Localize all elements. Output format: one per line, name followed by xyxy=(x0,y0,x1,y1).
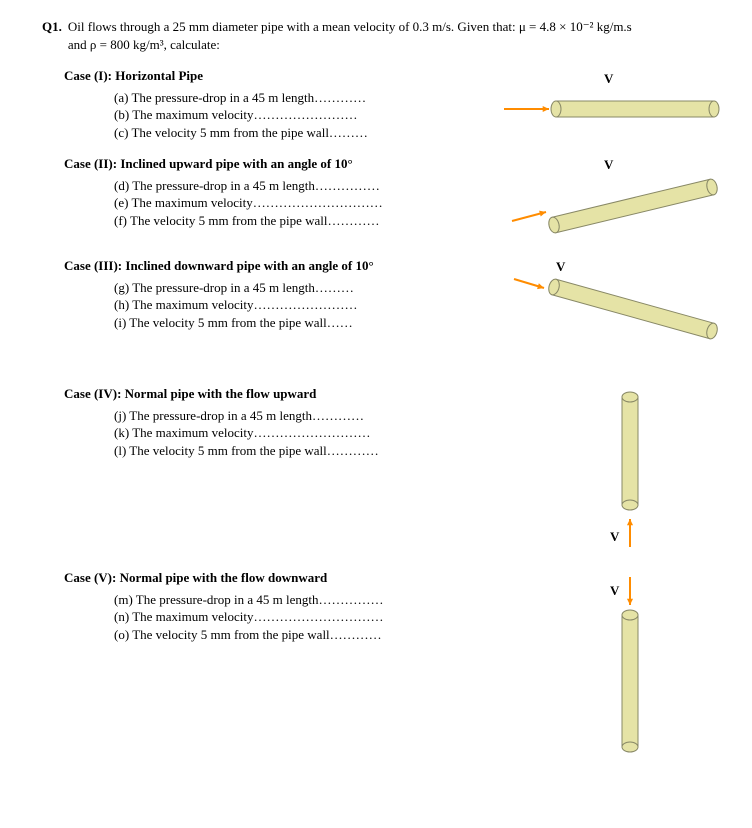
pipe-incline-down-icon: V xyxy=(494,257,724,353)
question-line1: Oil flows through a 25 mm diameter pipe … xyxy=(68,18,724,36)
question-body: Oil flows through a 25 mm diameter pipe … xyxy=(68,18,724,53)
item-l: (l) The velocity 5 mm from the pipe wall… xyxy=(114,442,494,460)
case-2-text: Case (II): Inclined upward pipe with an … xyxy=(42,155,494,229)
svg-text:V: V xyxy=(604,157,614,172)
item-a: (a) The pressure-drop in a 45 m length……… xyxy=(114,89,494,107)
pipe-incline-up-icon: V xyxy=(494,155,724,243)
case-4: Case (IV): Normal pipe with the flow upw… xyxy=(42,385,724,555)
item-e: (e) The maximum velocity………………………… xyxy=(114,194,494,212)
case-3-title: Case (III): Inclined downward pipe with … xyxy=(64,257,494,275)
pipe-vertical-up-icon: V xyxy=(494,385,724,555)
case-3: Case (III): Inclined downward pipe with … xyxy=(42,257,724,353)
case-4-text: Case (IV): Normal pipe with the flow upw… xyxy=(42,385,494,459)
case-2-title: Case (II): Inclined upward pipe with an … xyxy=(64,155,494,173)
case-5-lead: Case (V): xyxy=(64,570,120,585)
case-2: Case (II): Inclined upward pipe with an … xyxy=(42,155,724,243)
item-j: (j) The pressure-drop in a 45 m length……… xyxy=(114,407,494,425)
item-m: (m) The pressure-drop in a 45 m length……… xyxy=(114,591,494,609)
svg-text:V: V xyxy=(556,259,566,274)
question-header: Q1. Oil flows through a 25 mm diameter p… xyxy=(42,18,724,53)
item-b: (b) The maximum velocity…………………… xyxy=(114,106,494,124)
diagram-incline-up: V xyxy=(494,155,724,243)
case-3-lead: Case (III): xyxy=(64,258,125,273)
case-2-rest: Inclined upward pipe with an angle of 10… xyxy=(120,156,352,171)
diagram-vertical-down: V xyxy=(494,569,724,759)
item-o: (o) The velocity 5 mm from the pipe wall… xyxy=(114,626,494,644)
pipe-horizontal-icon: V xyxy=(494,67,724,139)
item-h: (h) The maximum velocity…………………… xyxy=(114,296,494,314)
case-4-lead: Case (IV): xyxy=(64,386,125,401)
case-1: Case (I): Horizontal Pipe (a) The pressu… xyxy=(42,67,724,141)
item-f: (f) The velocity 5 mm from the pipe wall… xyxy=(114,212,494,230)
svg-text:V: V xyxy=(610,583,620,598)
case-1-rest: Horizontal Pipe xyxy=(115,68,203,83)
case-4-title: Case (IV): Normal pipe with the flow upw… xyxy=(64,385,494,403)
case-5-text: Case (V): Normal pipe with the flow down… xyxy=(42,569,494,643)
case-3-text: Case (III): Inclined downward pipe with … xyxy=(42,257,494,331)
question-number: Q1. xyxy=(42,18,62,53)
item-d: (d) The pressure-drop in a 45 m length……… xyxy=(114,177,494,195)
pipe-vertical-down-icon: V xyxy=(494,569,724,759)
question-line2: and ρ = 800 kg/m³, calculate: xyxy=(68,36,724,54)
case-1-lead: Case (I): xyxy=(64,68,115,83)
case-5-rest: Normal pipe with the flow downward xyxy=(120,570,328,585)
case-3-rest: Inclined downward pipe with an angle of … xyxy=(125,258,373,273)
svg-text:V: V xyxy=(604,71,614,86)
svg-text:V: V xyxy=(610,529,620,544)
item-k: (k) The maximum velocity……………………… xyxy=(114,424,494,442)
case-5: Case (V): Normal pipe with the flow down… xyxy=(42,569,724,759)
item-c: (c) The velocity 5 mm from the pipe wall… xyxy=(114,124,494,142)
item-n: (n) The maximum velocity………………………… xyxy=(114,608,494,626)
case-4-rest: Normal pipe with the flow upward xyxy=(125,386,317,401)
diagram-horizontal: V xyxy=(494,67,724,139)
case-1-title: Case (I): Horizontal Pipe xyxy=(64,67,494,85)
diagram-incline-down: V xyxy=(494,257,724,353)
case-2-lead: Case (II): xyxy=(64,156,120,171)
item-i: (i) The velocity 5 mm from the pipe wall… xyxy=(114,314,494,332)
diagram-vertical-up: V xyxy=(494,385,724,555)
case-1-text: Case (I): Horizontal Pipe (a) The pressu… xyxy=(42,67,494,141)
item-g: (g) The pressure-drop in a 45 m length……… xyxy=(114,279,494,297)
case-5-title: Case (V): Normal pipe with the flow down… xyxy=(64,569,494,587)
